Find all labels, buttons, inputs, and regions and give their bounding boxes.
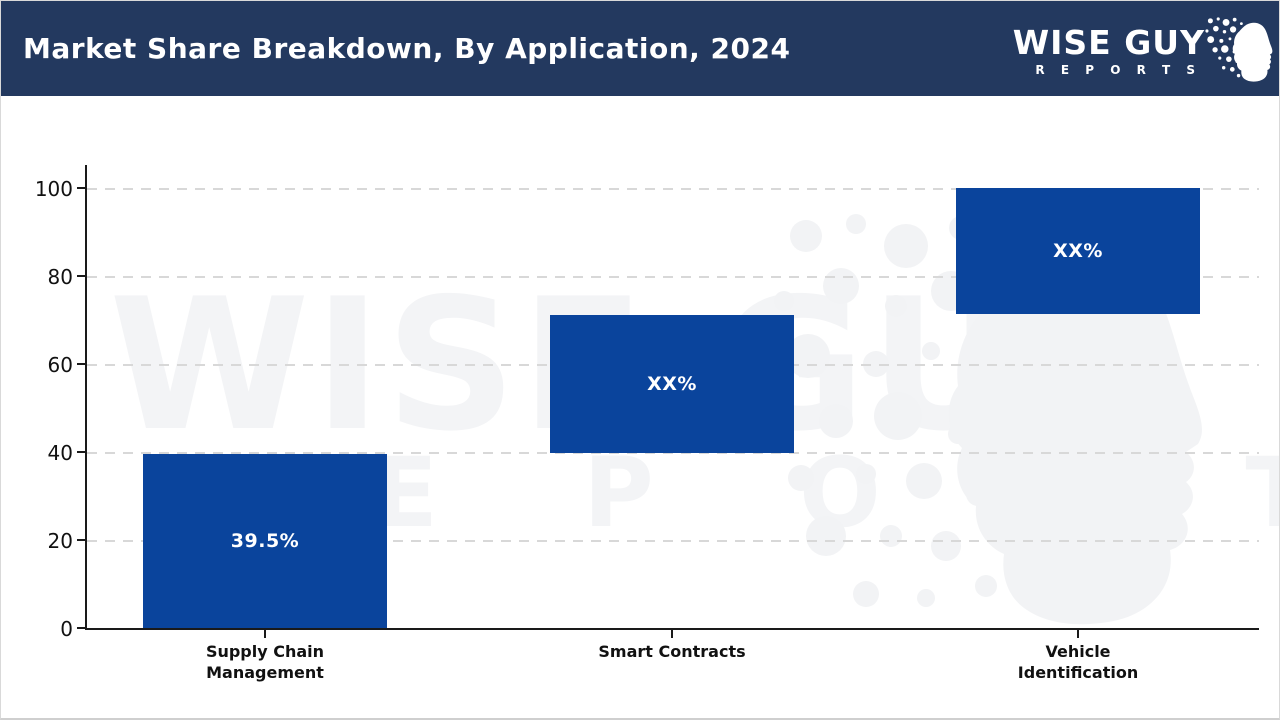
- bar-value-label: 39.5%: [230, 530, 300, 552]
- gridline-100: [87, 188, 1259, 190]
- x-axis-tick: [671, 630, 673, 638]
- watermark-dotted-head-icon: [765, 214, 1202, 625]
- y-axis-tick: [77, 275, 85, 277]
- page-title: Market Share Breakdown, By Application, …: [23, 32, 791, 65]
- logo-dotted-head-icon: [1205, 17, 1273, 82]
- y-axis-tick: [77, 187, 85, 189]
- gridline-40: [87, 452, 1259, 454]
- gridline-80: [87, 276, 1259, 278]
- y-tick-label-40: 40: [47, 441, 73, 465]
- wise-guy-reports-logo: WISE GUY R E P O R T S: [1003, 1, 1273, 96]
- bar-vehicle-identification: XX%: [956, 188, 1200, 314]
- y-tick-label-20: 20: [47, 529, 73, 553]
- x-axis-tick: [264, 630, 266, 638]
- category-label-supply-chain-management: Supply Chain Management: [205, 642, 325, 682]
- y-axis-tick: [77, 363, 85, 365]
- x-axis-line: [85, 628, 1259, 630]
- header-bar: Market Share Breakdown, By Application, …: [1, 1, 1279, 96]
- y-axis-tick: [77, 451, 85, 453]
- category-label-vehicle-identification: Vehicle Identification: [1017, 642, 1139, 682]
- y-axis-line: [85, 165, 87, 630]
- logo-wiseguy-text: WISE GUY: [1012, 23, 1205, 62]
- bar-value-label: XX%: [1053, 240, 1103, 262]
- logo-reports-text: R E P O R T S: [1035, 63, 1201, 77]
- x-axis-tick: [1077, 630, 1079, 638]
- y-tick-label-60: 60: [47, 353, 73, 377]
- gridline-20: [87, 540, 1259, 542]
- bar-smart-contracts: XX%: [550, 315, 794, 453]
- bar-supply-chain-management: 39.5%: [143, 454, 387, 628]
- y-tick-label-80: 80: [47, 265, 73, 289]
- y-tick-label-100: 100: [34, 177, 73, 201]
- y-tick-label-0: 0: [60, 617, 73, 641]
- bar-value-label: XX%: [647, 373, 697, 395]
- category-label-smart-contracts: Smart Contracts: [598, 642, 746, 661]
- y-axis-tick: [77, 627, 85, 629]
- y-axis-tick: [77, 539, 85, 541]
